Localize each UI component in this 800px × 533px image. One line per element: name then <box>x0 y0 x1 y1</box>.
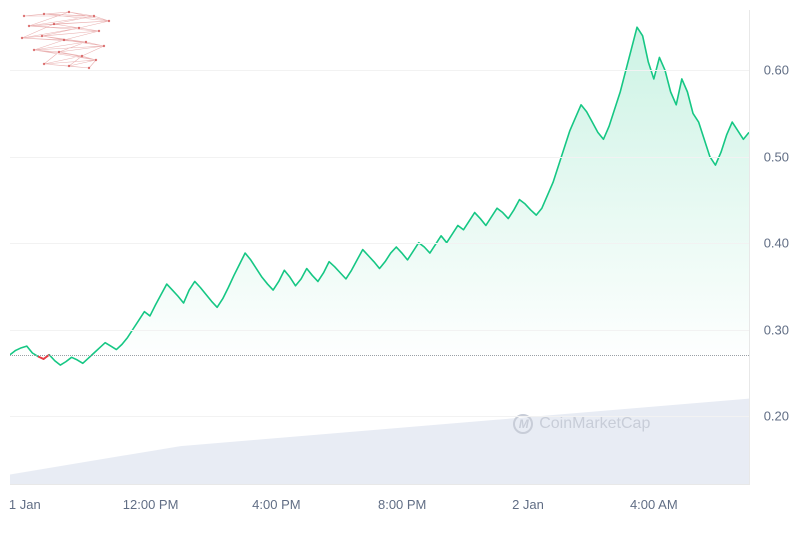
corner-logo <box>14 6 114 76</box>
gridline <box>10 416 749 417</box>
price-chart[interactable]: M CoinMarketCap 0.200.300.400.500.601 Ja… <box>10 10 750 485</box>
y-axis-label: 0.40 <box>764 236 789 251</box>
x-axis-label: 2 Jan <box>512 497 544 512</box>
x-axis-label: 8:00 PM <box>378 497 426 512</box>
y-axis-label: 0.60 <box>764 63 789 78</box>
watermark-text: CoinMarketCap <box>539 415 650 433</box>
x-axis-label: 1 Jan <box>9 497 41 512</box>
y-axis-label: 0.20 <box>764 408 789 423</box>
gridline <box>10 157 749 158</box>
y-axis-label: 0.30 <box>764 322 789 337</box>
gridline <box>10 243 749 244</box>
y-axis-label: 0.50 <box>764 149 789 164</box>
x-axis-label: 12:00 PM <box>123 497 179 512</box>
x-axis-label: 4:00 PM <box>252 497 300 512</box>
x-axis-label: 4:00 AM <box>630 497 678 512</box>
gridline <box>10 70 749 71</box>
gridline <box>10 330 749 331</box>
baseline <box>10 355 749 356</box>
